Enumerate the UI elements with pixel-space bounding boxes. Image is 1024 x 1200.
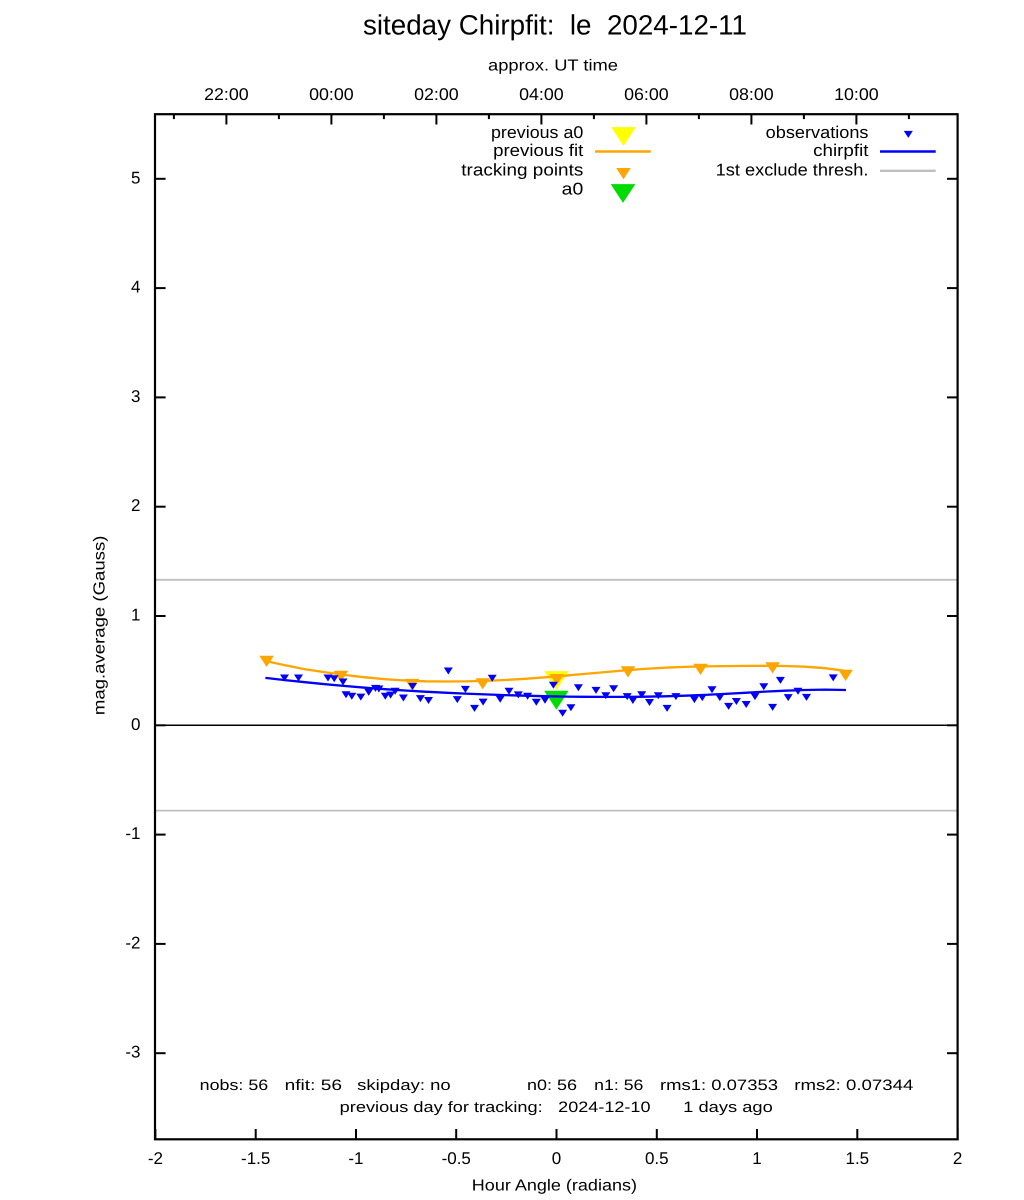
svg-text:2: 2: [131, 496, 140, 515]
svg-text:02:00: 02:00: [414, 85, 459, 104]
svg-text:approx. UT time: approx. UT time: [488, 58, 618, 75]
svg-text:previous day for tracking:: previous day for tracking:: [340, 1099, 543, 1116]
svg-text:0: 0: [131, 715, 140, 734]
svg-text:tracking points: tracking points: [461, 160, 583, 179]
svg-text:1 days ago: 1 days ago: [683, 1099, 773, 1116]
svg-text:-1.5: -1.5: [241, 1149, 270, 1168]
svg-text:1: 1: [752, 1149, 761, 1168]
svg-text:1st exclude thresh.: 1st exclude thresh.: [716, 160, 869, 179]
svg-text:2024-12-10: 2024-12-10: [558, 1099, 650, 1116]
svg-text:06:00: 06:00: [624, 85, 669, 104]
svg-text:n1: 56: n1: 56: [594, 1077, 643, 1094]
svg-text:00:00: 00:00: [309, 85, 354, 104]
svg-text:3: 3: [131, 387, 140, 406]
svg-text:-2: -2: [125, 933, 140, 952]
svg-text:0.5: 0.5: [645, 1149, 669, 1168]
svg-text:rms2: 0.07344: rms2: 0.07344: [794, 1077, 913, 1094]
svg-text:04:00: 04:00: [519, 85, 564, 104]
svg-text:a0: a0: [562, 180, 584, 199]
svg-text:rms1: 0.07353: rms1: 0.07353: [660, 1077, 778, 1094]
svg-text:22:00: 22:00: [204, 85, 249, 104]
svg-text:4: 4: [131, 278, 140, 297]
svg-text:1.5: 1.5: [845, 1149, 869, 1168]
svg-text:previous fit: previous fit: [493, 141, 584, 160]
svg-text:mag.average (Gauss): mag.average (Gauss): [92, 536, 109, 716]
svg-text:08:00: 08:00: [729, 85, 774, 104]
svg-text:observations: observations: [766, 123, 869, 142]
svg-text:previous a0: previous a0: [491, 123, 583, 142]
svg-text:nobs: 56: nobs: 56: [200, 1077, 269, 1094]
svg-text:-1: -1: [125, 824, 140, 843]
svg-text:-1: -1: [348, 1149, 363, 1168]
svg-text:1: 1: [131, 606, 140, 625]
svg-text:5: 5: [131, 168, 140, 187]
svg-text:2: 2: [953, 1149, 962, 1168]
svg-text:nfit: 56: nfit: 56: [285, 1077, 342, 1094]
svg-text:chirpfit: chirpfit: [813, 141, 869, 160]
svg-text:-3: -3: [125, 1043, 140, 1062]
svg-text:-2: -2: [148, 1149, 163, 1168]
svg-text:siteday Chirpfit: le 2024-12: siteday Chirpfit: le 2024-12-11: [363, 9, 747, 40]
svg-text:-0.5: -0.5: [442, 1149, 471, 1168]
svg-text:10:00: 10:00: [834, 85, 879, 104]
svg-text:skipday: no: skipday: no: [357, 1077, 451, 1094]
svg-text:Hour Angle (radians): Hour Angle (radians): [472, 1178, 637, 1195]
svg-text:0: 0: [552, 1149, 561, 1168]
svg-text:n0: 56: n0: 56: [527, 1077, 577, 1094]
